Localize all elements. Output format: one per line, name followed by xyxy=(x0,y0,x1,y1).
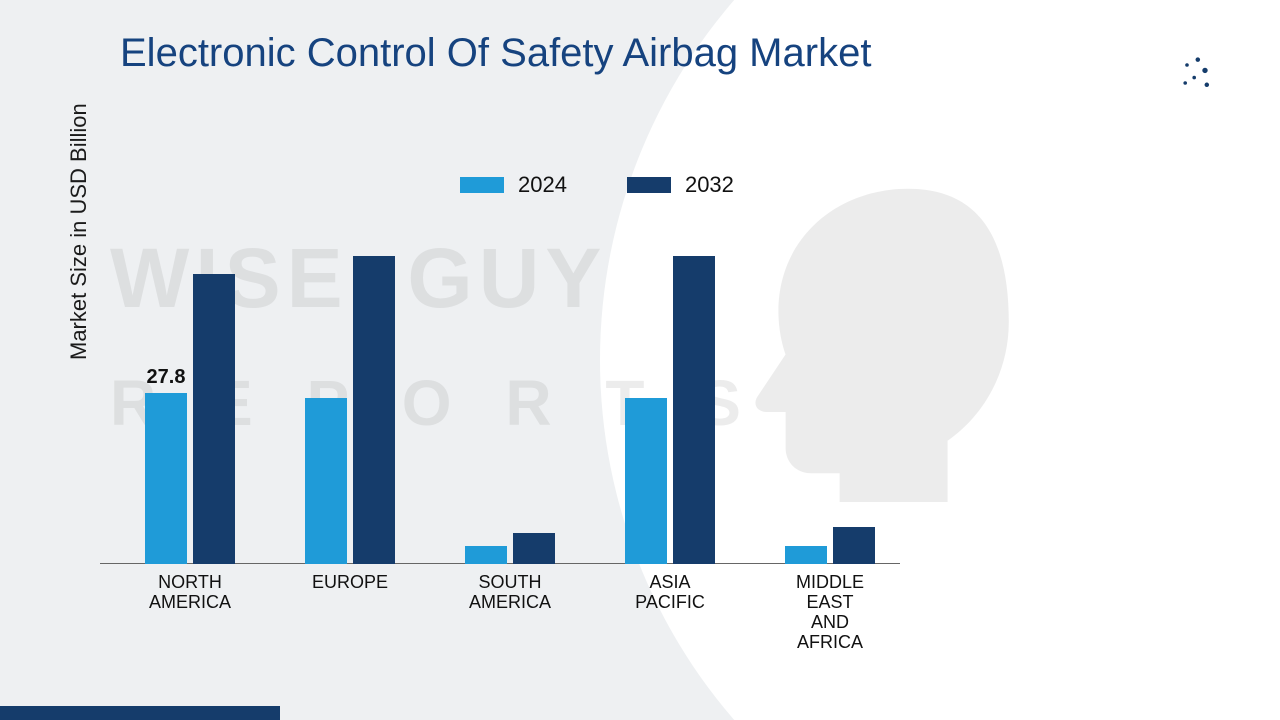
bar xyxy=(833,527,875,564)
bar xyxy=(513,533,555,564)
bar xyxy=(305,398,347,565)
chart-title: Electronic Control Of Safety Airbag Mark… xyxy=(120,30,900,76)
bar xyxy=(353,256,395,564)
bar xyxy=(145,393,187,564)
brand-head-icon xyxy=(1142,38,1232,128)
category-label: MIDDLEEASTANDAFRICA xyxy=(755,564,905,653)
bar xyxy=(785,546,827,565)
decor-bottom-bar xyxy=(0,706,280,720)
legend-swatch-2024 xyxy=(460,177,504,193)
y-axis-label: Market Size in USD Billion xyxy=(66,103,92,360)
category-label: ASIAPACIFIC xyxy=(595,564,745,612)
legend-swatch-2032 xyxy=(627,177,671,193)
chart-plot-area: NORTHAMERICAEUROPESOUTHAMERICAASIAPACIFI… xyxy=(100,194,900,564)
bar xyxy=(193,274,235,564)
page: WISE GUYR E P O R T S WISEGUY REPORTS El… xyxy=(0,0,1280,720)
bar xyxy=(625,398,667,565)
category-label: SOUTHAMERICA xyxy=(435,564,585,612)
brand-logo: WISEGUY REPORTS xyxy=(1056,22,1252,78)
category-label: NORTHAMERICA xyxy=(115,564,265,612)
bar xyxy=(465,546,507,565)
category-label: EUROPE xyxy=(275,564,425,592)
bar xyxy=(673,256,715,564)
bar-value-label: 27.8 xyxy=(147,366,186,389)
